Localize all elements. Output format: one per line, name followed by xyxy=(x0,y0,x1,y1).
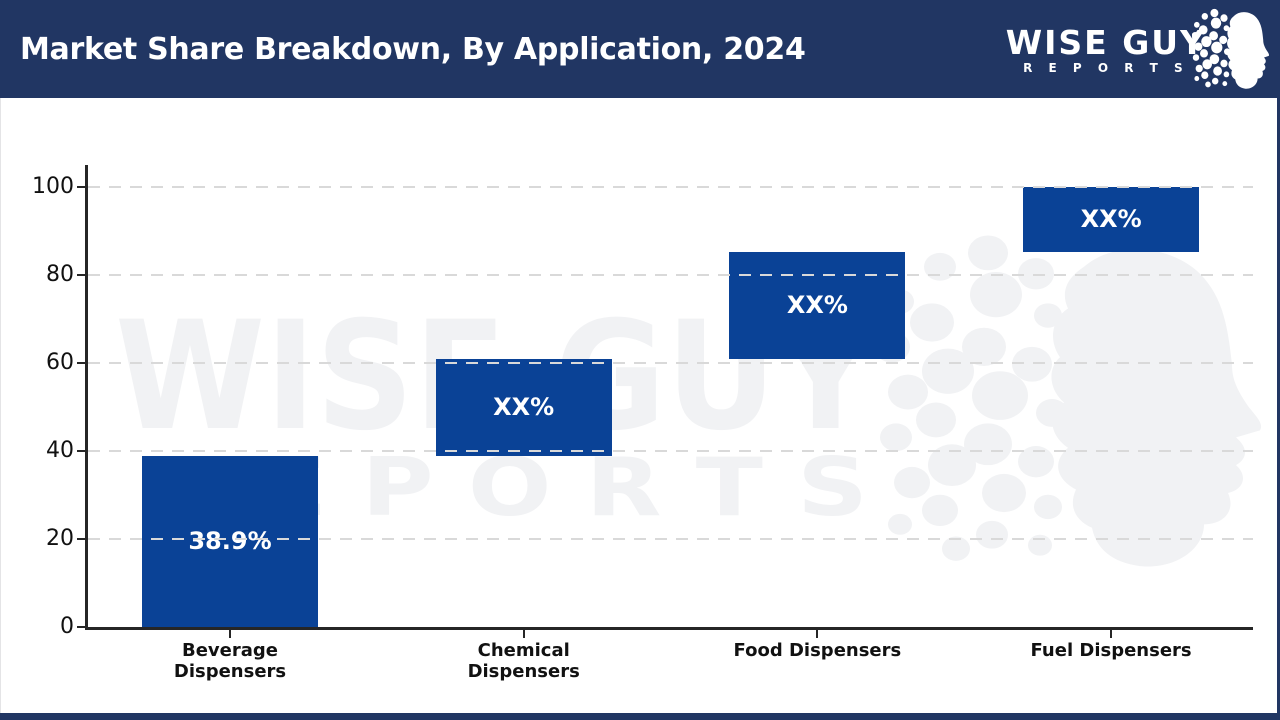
x-category-label: Chemical Dispensers xyxy=(404,640,644,682)
y-tick-label: 40 xyxy=(46,438,74,463)
bar-value-label: XX% xyxy=(493,393,555,422)
right-border xyxy=(1277,98,1280,720)
gridline xyxy=(88,362,1253,364)
header: Market Share Breakdown, By Application, … xyxy=(0,0,1280,98)
gridline xyxy=(88,538,1253,540)
bar-value-label: 38.9% xyxy=(188,527,272,556)
logo-wordmark: WISE GUY xyxy=(1005,22,1206,62)
y-tick-mark xyxy=(77,274,86,276)
y-tick-mark xyxy=(77,186,86,188)
y-axis-line xyxy=(85,165,88,630)
y-tick-mark xyxy=(77,626,86,628)
page-title: Market Share Breakdown, By Application, … xyxy=(20,31,806,67)
left-edge-line xyxy=(0,98,1,720)
y-tick-mark xyxy=(77,538,86,540)
y-tick-label: 60 xyxy=(46,350,74,375)
footer-bar xyxy=(0,713,1280,720)
bar-segment: XX% xyxy=(1023,187,1200,252)
logo-text: WISE GUY R E P O R T S xyxy=(1005,22,1206,75)
bar-value-label: XX% xyxy=(1080,205,1142,234)
x-category-label: Fuel Dispensers xyxy=(991,640,1231,661)
y-tick-label: 0 xyxy=(60,614,74,639)
x-category-label-line: Dispensers xyxy=(467,661,580,682)
y-tick-label: 100 xyxy=(32,174,74,199)
bar-segment: XX% xyxy=(435,358,612,456)
gridline xyxy=(88,450,1253,452)
x-tick-mark xyxy=(1110,630,1113,638)
y-tick-label: 80 xyxy=(46,262,74,287)
bar-segment: 38.9% xyxy=(142,455,318,627)
gridline xyxy=(88,186,1253,188)
bar-segment: XX% xyxy=(729,251,906,359)
x-tick-mark xyxy=(816,630,819,638)
wise-guy-logo: WISE GUY R E P O R T S xyxy=(1006,6,1272,94)
x-category-label-line: Food Dispensers xyxy=(733,640,902,661)
logo-subtext: R E P O R T S xyxy=(1023,60,1189,75)
x-category-label-line: Beverage xyxy=(182,640,278,661)
gridline xyxy=(88,274,1253,276)
x-category-label: Beverage Dispensers xyxy=(110,640,350,682)
x-category-label-line: Chemical xyxy=(477,640,570,661)
y-tick-label: 20 xyxy=(46,526,74,551)
x-category-label-line: Fuel Dispensers xyxy=(1030,640,1192,661)
x-tick-mark xyxy=(229,630,231,638)
x-axis-line xyxy=(85,627,1253,630)
watermark-head-icon xyxy=(876,235,1262,567)
bar-value-label: XX% xyxy=(786,291,848,320)
x-category-label-line: Dispensers xyxy=(173,661,287,682)
x-category-label: Food Dispensers xyxy=(697,640,937,661)
y-tick-mark xyxy=(77,362,86,364)
x-tick-mark xyxy=(522,630,525,638)
y-tick-mark xyxy=(77,450,86,452)
